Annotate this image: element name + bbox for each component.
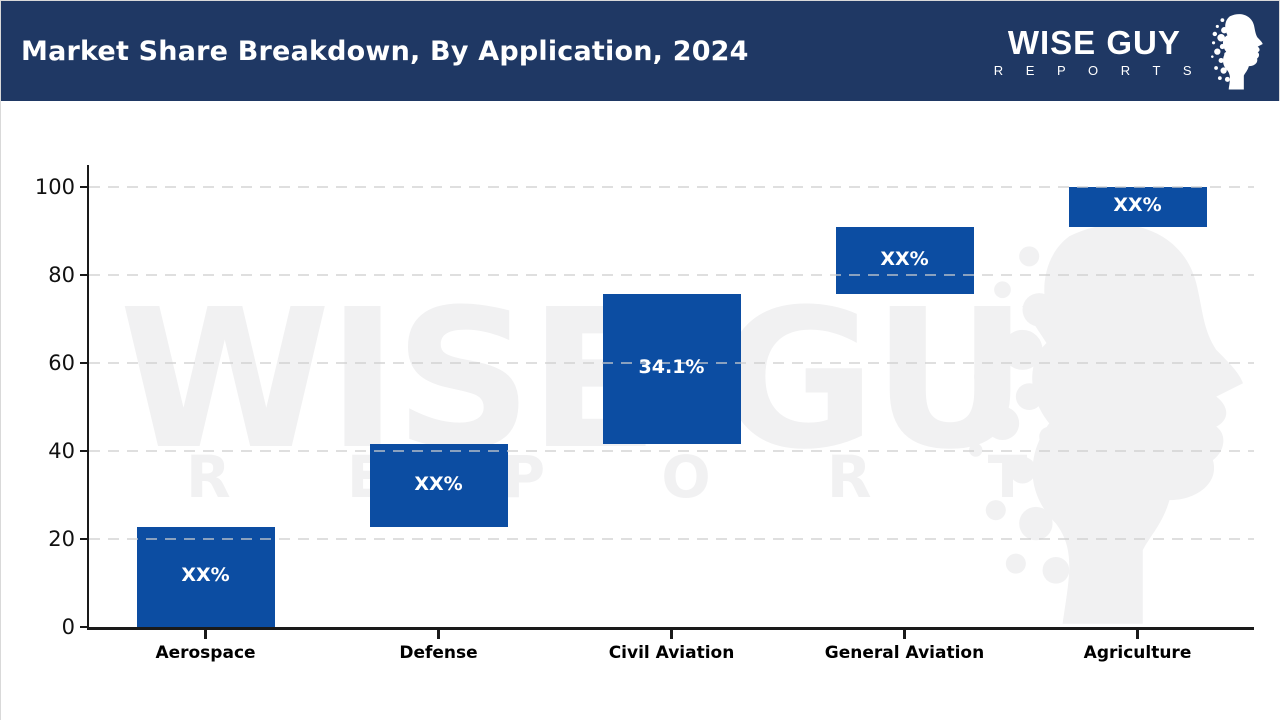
gridline-40 (89, 450, 1254, 452)
y-tick-20 (80, 538, 89, 540)
wiseguy-logo: WISE GUY R E P O R T S (988, 7, 1267, 95)
y-tick-label-80: 80 (48, 263, 75, 287)
y-axis-line (87, 165, 89, 629)
y-tick-40 (80, 450, 89, 452)
logo-text: WISE GUY R E P O R T S (988, 24, 1201, 78)
bar-label-civil-aviation: 34.1% (638, 356, 705, 379)
x-tick-general-aviation (903, 630, 906, 639)
header-bar: Market Share Breakdown, By Application, … (1, 1, 1279, 101)
chart-canvas: WISE GUY R E P O R T S 0 20 40 60 80 100 XX% Ae… (1, 101, 1280, 720)
bar-label-aerospace: XX% (181, 564, 230, 587)
page-title: Market Share Breakdown, By Application, … (21, 35, 749, 67)
bar-aerospace (136, 527, 275, 627)
bar-label-general-aviation: XX% (880, 247, 929, 270)
bar-label-agriculture: XX% (1113, 194, 1162, 217)
x-tick-defense (437, 630, 440, 639)
category-label-defense: Defense (399, 643, 478, 663)
bar-civil-aviation (602, 294, 741, 445)
y-tick-label-0: 0 (61, 615, 75, 639)
plot-area: 0 20 40 60 80 100 XX% Aerospace XX% Defense 34.1% C… (1, 101, 1280, 720)
wiseguy-face-icon (1211, 14, 1263, 90)
gridline-80 (89, 274, 1254, 276)
bar-agriculture (1068, 187, 1207, 228)
y-tick-label-20: 20 (48, 527, 75, 551)
y-tick-80 (80, 274, 89, 276)
y-tick-label-100: 100 (34, 175, 75, 199)
category-label-agriculture: Agriculture (1083, 643, 1192, 663)
logo-subtitle: R E P O R T S (993, 63, 1201, 78)
logo-wordmark: WISE GUY (1007, 24, 1181, 61)
y-tick-100 (80, 186, 89, 188)
x-axis-line (87, 627, 1254, 630)
bar-defense (369, 444, 508, 528)
bar-label-defense: XX% (414, 472, 463, 495)
category-label-general-aviation: General Aviation (824, 643, 985, 663)
y-tick-0 (80, 626, 89, 628)
y-tick-label-40: 40 (48, 439, 75, 463)
x-tick-civil-aviation (670, 630, 673, 639)
bar-general-aviation (835, 227, 974, 295)
y-tick-label-60: 60 (48, 351, 75, 375)
y-tick-60 (80, 362, 89, 364)
category-label-civil-aviation: Civil Aviation (608, 643, 735, 663)
category-label-aerospace: Aerospace (155, 643, 256, 663)
x-tick-aerospace (204, 630, 207, 639)
x-tick-agriculture (1136, 630, 1139, 639)
